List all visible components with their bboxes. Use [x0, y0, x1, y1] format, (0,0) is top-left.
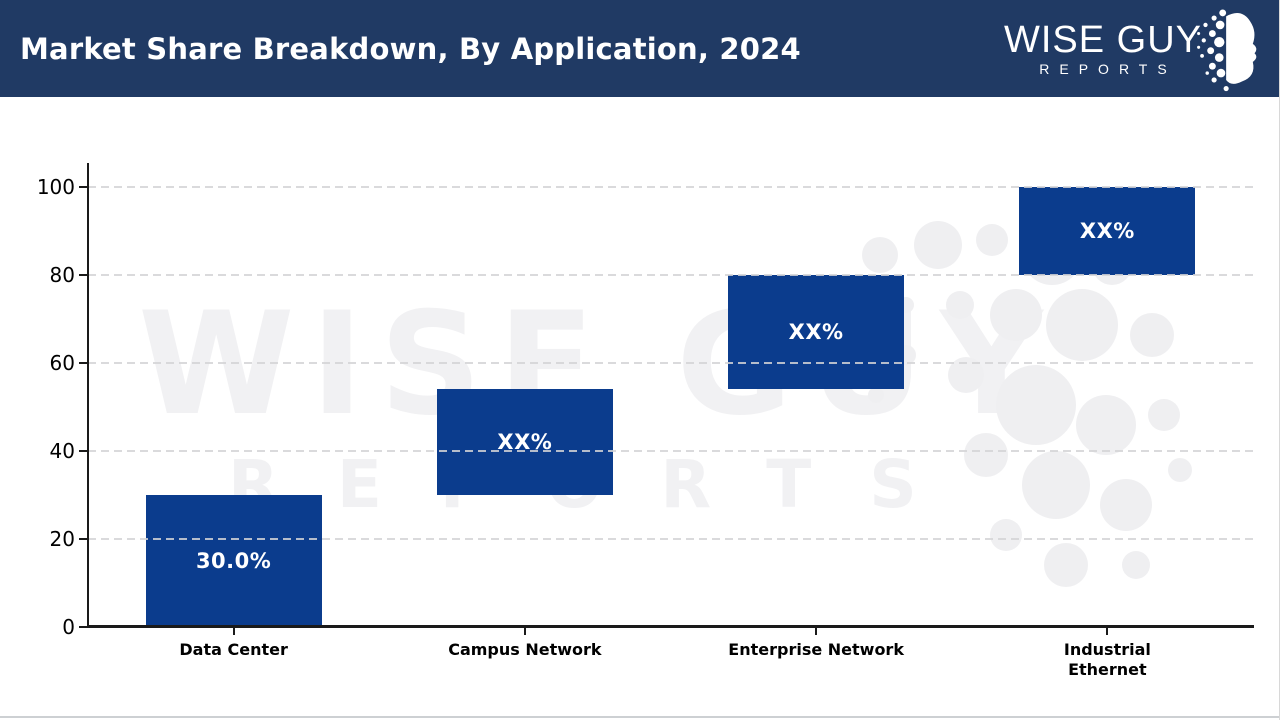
- y-tick-label-80: 80: [49, 263, 75, 287]
- y-tick-80: [79, 274, 88, 276]
- x-axis-label-enterprise-network: Enterprise Network: [728, 640, 904, 659]
- x-axis-label-industrial-ethernet: Industrial Ethernet: [1063, 640, 1151, 679]
- logo-text: WISE GUY REPORTS: [1004, 21, 1202, 76]
- gridline-100: [88, 186, 1253, 188]
- y-tick-0: [79, 626, 88, 628]
- y-tick-20: [79, 538, 88, 540]
- y-axis-line: [87, 163, 89, 628]
- y-tick-40: [79, 450, 88, 452]
- x-axis-label-data-center: Data Center: [179, 640, 288, 659]
- y-tick-label-60: 60: [49, 351, 75, 375]
- gridline-40: [88, 450, 1253, 452]
- x-tick-campus-network: [523, 628, 526, 635]
- x-tick-enterprise-network: [815, 628, 818, 635]
- gridline-20: [88, 538, 1253, 540]
- wiseguy-head-icon: [1197, 8, 1257, 91]
- page-title: Market Share Breakdown, By Application, …: [20, 31, 801, 66]
- y-tick-label-0: 0: [62, 615, 75, 639]
- gridline-80: [88, 274, 1253, 276]
- bar-enterprise-network: XX%: [728, 275, 905, 390]
- page-bottom-border: [0, 716, 1279, 718]
- logo-wordmark: WISE GUY: [1003, 19, 1202, 61]
- y-tick-label-40: 40: [49, 439, 75, 463]
- gridline-60: [88, 362, 1253, 364]
- y-tick-label-100: 100: [36, 175, 75, 199]
- bar-value-label-data-center: 30.0%: [195, 549, 272, 573]
- y-tick-100: [79, 186, 88, 188]
- bar-value-label-enterprise-network: XX%: [788, 320, 844, 345]
- bar-data-center: 30.0%: [145, 495, 322, 627]
- x-tick-industrial-ethernet: [1106, 628, 1109, 635]
- bar-value-label-industrial-ethernet: XX%: [1079, 219, 1135, 243]
- x-axis-label-campus-network: Campus Network: [448, 640, 602, 659]
- x-axis-line: [87, 625, 1254, 628]
- bar-industrial-ethernet: XX%: [1019, 187, 1196, 275]
- bar-campus-network: XX%: [436, 389, 613, 495]
- x-tick-data-center: [232, 628, 235, 635]
- y-tick-60: [79, 362, 88, 364]
- header-bar: Market Share Breakdown, By Application, …: [0, 0, 1279, 97]
- y-tick-label-20: 20: [49, 527, 75, 551]
- logo-subtext: REPORTS: [1039, 61, 1177, 77]
- wiseguy-logo: WISE GUY REPORTS: [1004, 6, 1266, 92]
